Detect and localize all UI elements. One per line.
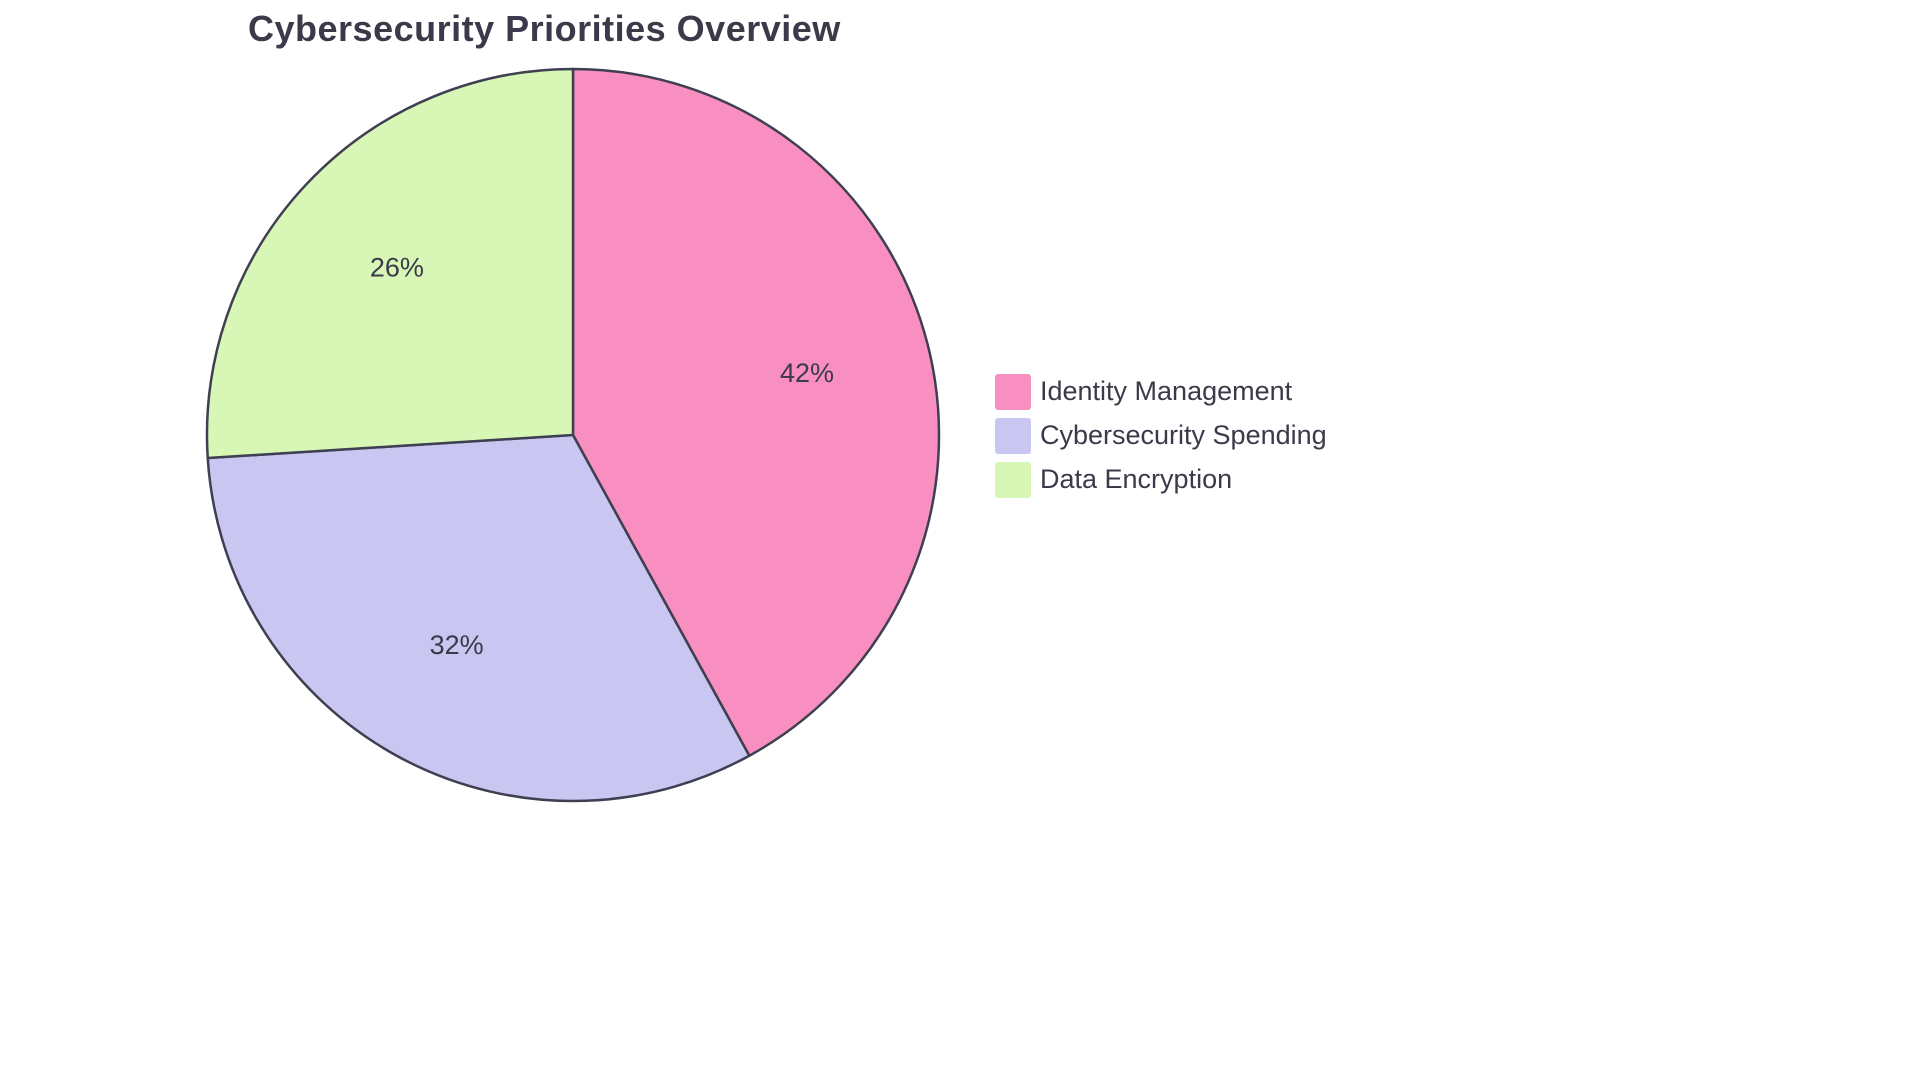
legend-item: Cybersecurity Spending (995, 417, 1327, 454)
pie-slice-pct-label: 42% (780, 358, 834, 388)
legend-swatch-data-encryption (995, 461, 1031, 498)
pie-slice-1 (206, 433, 751, 803)
pie-slice-pct-label: 32% (430, 630, 484, 660)
legend-label: Data Encryption (1040, 464, 1233, 494)
pie-slice-2 (205, 67, 575, 460)
legend-swatch-identity-management (995, 373, 1031, 410)
pie-slice-pct-label: 26% (370, 253, 424, 283)
legend-swatch-cybersecurity-spending (995, 417, 1031, 454)
pie-chart: 42% 32% 26% (203, 65, 943, 805)
pie-chart-svg: 42% 32% 26% (205, 67, 941, 803)
legend-label: Identity Management (1040, 376, 1293, 406)
chart-title: Cybersecurity Priorities Overview (248, 8, 841, 49)
legend-label: Cybersecurity Spending (1040, 420, 1327, 450)
pie-slice-0 (571, 67, 941, 757)
legend: Identity Management Cybersecurity Spendi… (995, 373, 1327, 498)
legend-item: Data Encryption (995, 461, 1327, 498)
legend-item: Identity Management (995, 373, 1327, 410)
